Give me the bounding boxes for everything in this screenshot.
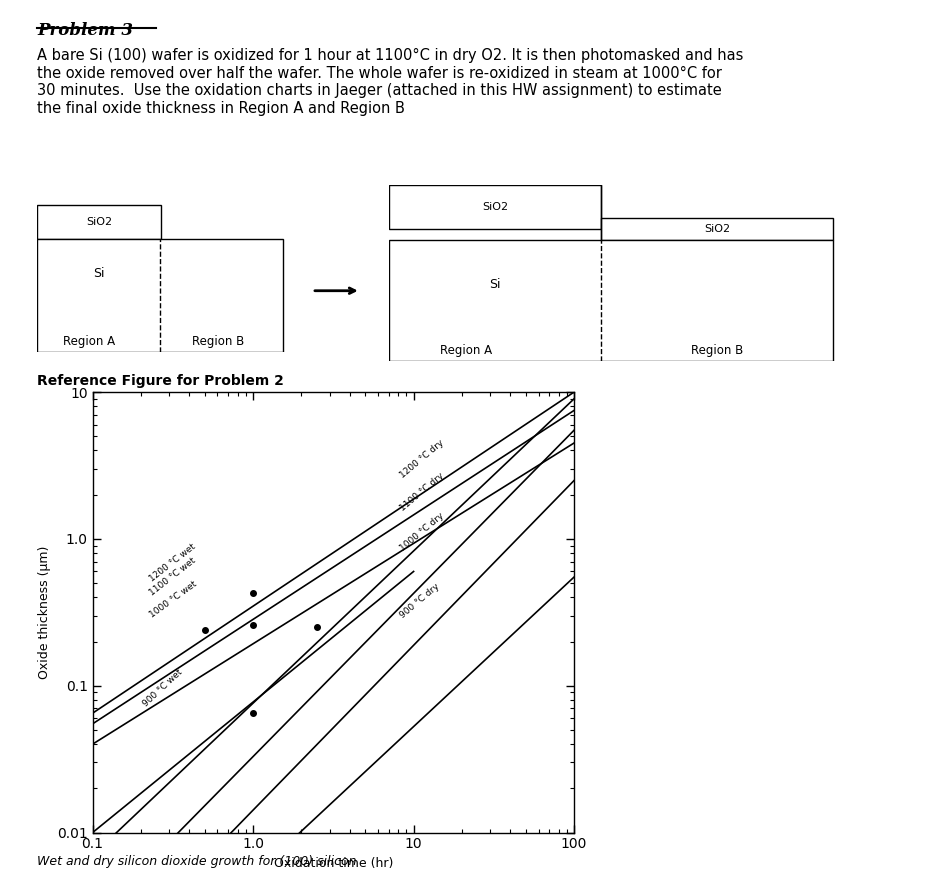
FancyBboxPatch shape	[37, 205, 161, 239]
Text: 1000 °C wet: 1000 °C wet	[147, 580, 198, 620]
Text: A bare Si (100) wafer is oxidized for 1 hour at 1100°C in dry O2. It is then pho: A bare Si (100) wafer is oxidized for 1 …	[37, 48, 744, 115]
Text: SiO2: SiO2	[86, 217, 112, 227]
Y-axis label: Oxide thickness (μm): Oxide thickness (μm)	[39, 545, 52, 679]
Text: Si: Si	[94, 267, 105, 279]
Text: 1100 °C dry: 1100 °C dry	[398, 471, 445, 513]
Text: Region B: Region B	[691, 344, 743, 357]
FancyBboxPatch shape	[389, 185, 601, 229]
Text: Reference Figure for Problem 2: Reference Figure for Problem 2	[37, 374, 284, 389]
Text: SiO2: SiO2	[704, 224, 730, 234]
Text: 1200 °C wet: 1200 °C wet	[147, 542, 197, 583]
X-axis label: Oxidation time (hr): Oxidation time (hr)	[274, 857, 393, 870]
Text: 1000 °C dry: 1000 °C dry	[398, 511, 445, 553]
Text: 900 °C wet: 900 °C wet	[141, 668, 184, 708]
Text: Region A: Region A	[63, 335, 115, 348]
Text: Wet and dry silicon dioxide growth for (100) silicon: Wet and dry silicon dioxide growth for (…	[37, 855, 357, 868]
Text: Problem 3: Problem 3	[37, 22, 133, 39]
FancyBboxPatch shape	[37, 239, 283, 352]
Text: Region B: Region B	[193, 335, 244, 348]
Text: Region A: Region A	[440, 344, 492, 357]
Text: SiO2: SiO2	[482, 202, 508, 212]
Text: Si: Si	[489, 278, 501, 291]
FancyBboxPatch shape	[389, 240, 832, 361]
Text: 1200 °C dry: 1200 °C dry	[398, 439, 445, 480]
Text: 900 °C dry: 900 °C dry	[398, 582, 441, 620]
FancyBboxPatch shape	[601, 218, 832, 240]
Text: 1100 °C wet: 1100 °C wet	[147, 556, 197, 597]
